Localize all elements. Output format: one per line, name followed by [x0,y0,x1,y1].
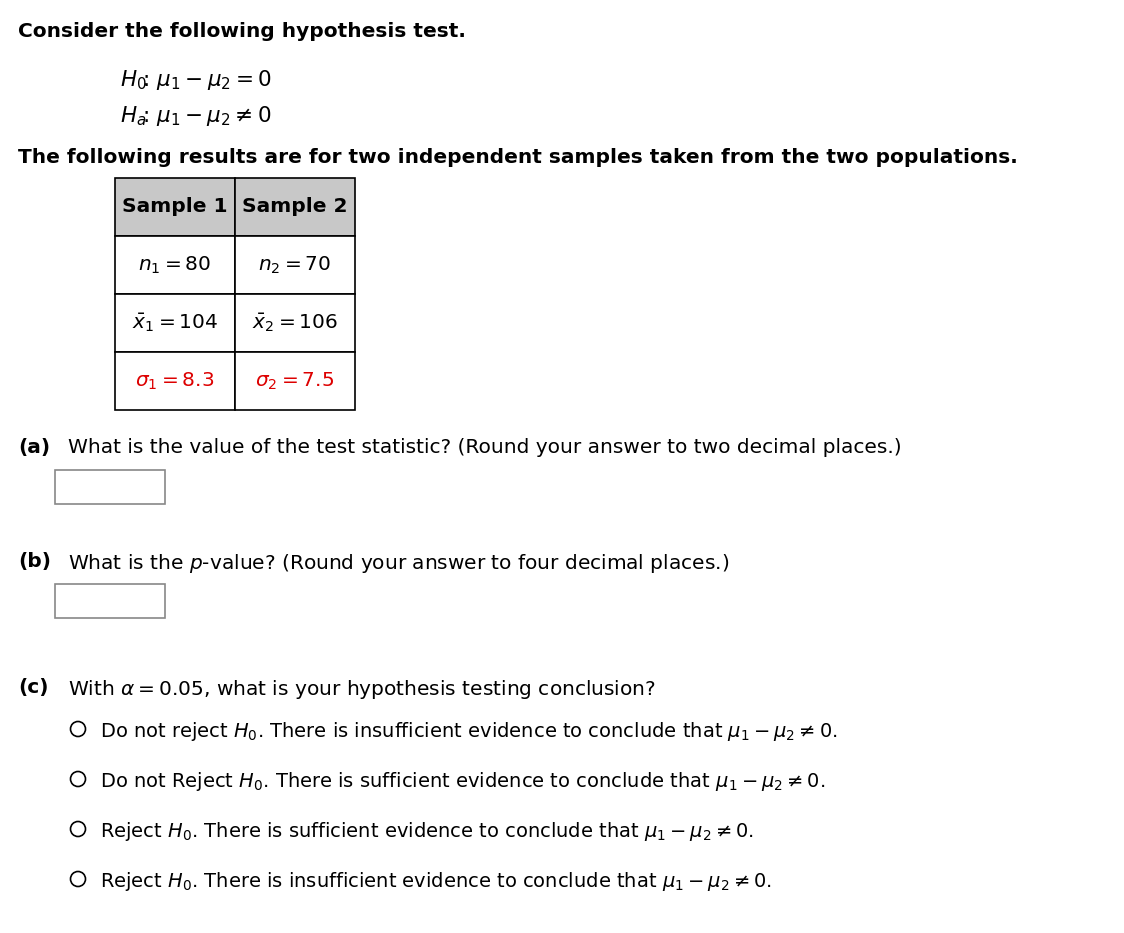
Bar [55,470,165,504]
Text: $H_0\!$: $\mu_1 - \mu_2 = 0$: $H_0\!$: $\mu_1 - \mu_2 = 0$ [120,68,272,92]
Text: Consider the following hypothesis test.: Consider the following hypothesis test. [18,22,465,41]
Text: Reject $H_0$. There is sufficient evidence to conclude that $\mu_1 - \mu_2 \neq : Reject $H_0$. There is sufficient eviden… [100,820,754,843]
Bar [115,236,235,294]
Text: What is the $p$-value? (Round your answer to four decimal places.): What is the $p$-value? (Round your answe… [67,552,729,575]
Text: $n_1 = 80$: $n_1 = 80$ [138,255,211,275]
Bar [115,178,235,236]
Bar [115,294,235,352]
Text: $\bar{x}_1 = 104$: $\bar{x}_1 = 104$ [132,312,218,334]
Text: $n_2 = 70$: $n_2 = 70$ [259,255,332,275]
Bar [235,294,355,352]
Bar [235,178,355,236]
Text: (a): (a) [18,438,51,457]
Bar [55,584,165,618]
Bar [235,352,355,410]
Text: (c): (c) [18,678,48,697]
Text: $\bar{x}_2 = 106$: $\bar{x}_2 = 106$ [252,312,338,334]
Text: The following results are for two independent samples taken from the two populat: The following results are for two indepe… [18,148,1017,167]
Text: Sample 1: Sample 1 [123,198,228,216]
Text: $\sigma_1 = 8.3$: $\sigma_1 = 8.3$ [135,370,215,392]
Text: $\sigma_2 = 7.5$: $\sigma_2 = 7.5$ [255,370,335,392]
Text: What is the value of the test statistic? (Round your answer to two decimal place: What is the value of the test statistic?… [67,438,901,457]
Bar [235,236,355,294]
Text: Do not reject $H_0$. There is insufficient evidence to conclude that $\mu_1 - \m: Do not reject $H_0$. There is insufficie… [100,720,837,743]
Text: With $\alpha = 0.05$, what is your hypothesis testing conclusion?: With $\alpha = 0.05$, what is your hypot… [67,678,656,701]
Text: $H_a\!$: $\mu_1 - \mu_2 \neq 0$: $H_a\!$: $\mu_1 - \mu_2 \neq 0$ [120,104,271,128]
Text: Sample 2: Sample 2 [243,198,347,216]
Text: Reject $H_0$. There is insufficient evidence to conclude that $\mu_1 - \mu_2 \ne: Reject $H_0$. There is insufficient evid… [100,870,772,893]
Text: (b): (b) [18,552,51,571]
Text: Do not Reject $H_0$. There is sufficient evidence to conclude that $\mu_1 - \mu_: Do not Reject $H_0$. There is sufficient… [100,770,825,793]
Bar [115,352,235,410]
